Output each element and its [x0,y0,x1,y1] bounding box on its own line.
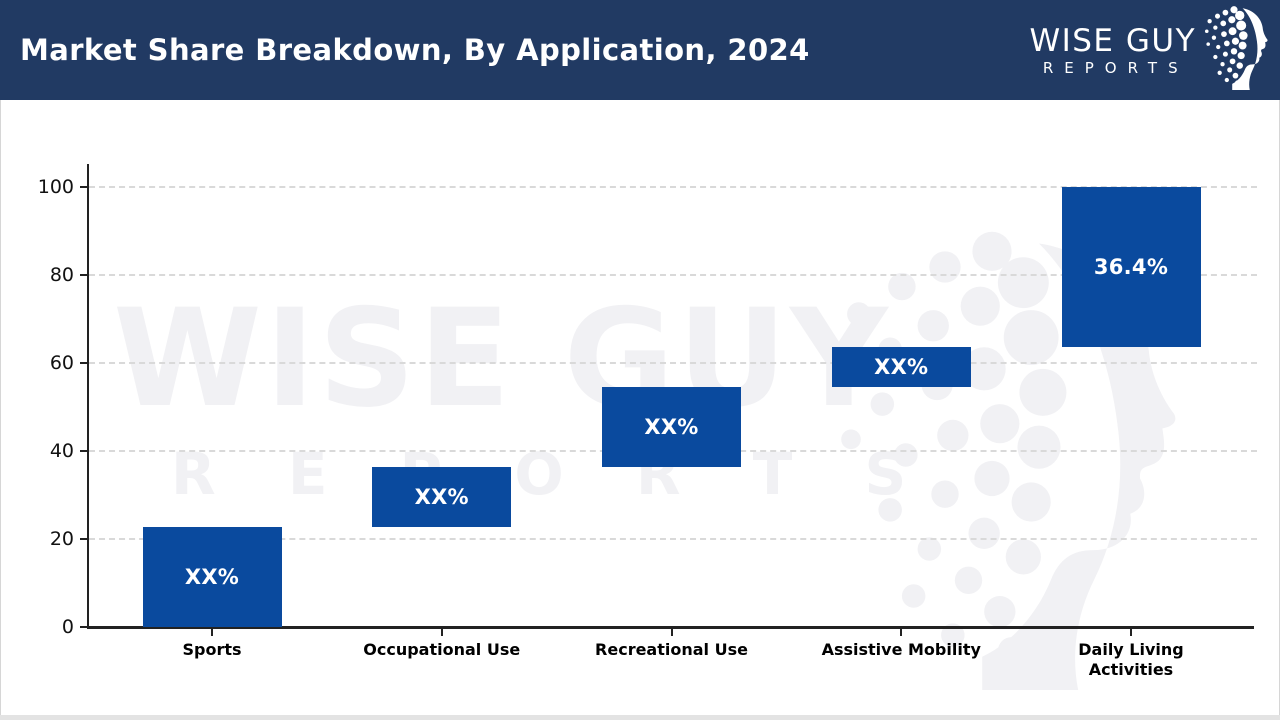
bar-recreational-use: XX% [602,387,741,467]
y-tick-label: 0 [61,616,74,638]
grid-line [89,274,1257,276]
x-category-label-line: Sports [182,640,242,659]
bar-daily-living-activities: 36.4% [1061,187,1201,348]
y-tick-label: 60 [49,352,74,374]
bar-assistive-mobility: XX% [831,347,971,388]
logo-text: WISE GUY REPORTS [1029,24,1196,77]
y-tick-mark [80,274,89,276]
x-tick-mark [670,628,673,636]
y-tick-mark [80,450,89,452]
head-profile-icon [1204,6,1268,90]
grid-line [89,186,1257,188]
x-category-label-line: Assistive Mobility [821,640,981,659]
x-tick-mark [1130,628,1132,636]
bar-occupational-use: XX% [372,466,512,528]
x-category-label: Recreational Use [552,640,792,660]
grid-line [89,362,1257,364]
footer-strip [0,715,1280,720]
x-axis-line [87,626,1254,629]
wise-guy-reports-logo: WISE GUY REPORTS [1029,4,1270,90]
x-tick-mark [440,628,443,636]
page-title: Market Share Breakdown, By Application, … [20,33,810,67]
grid-line [89,538,1257,540]
header: Market Share Breakdown, By Application, … [0,0,1280,100]
bar-label: 36.4% [1093,255,1169,280]
chart-area: WISE GUY R E P O R T S 0 20 40 60 80 100 XX% Sp… [0,100,1280,715]
x-category-label: Sports [92,640,332,660]
x-category-label-line: Occupational Use [363,640,521,659]
x-category-label-line: Activities [1088,660,1174,679]
y-tick-mark [80,186,89,188]
y-tick-mark [80,538,89,540]
y-tick-label: 20 [49,528,74,550]
x-category-label: Daily Living Activities [1011,640,1251,680]
y-tick-label: 80 [49,264,74,286]
y-axis-line [87,164,89,629]
bar-label: XX% [874,355,929,380]
bar-sports: XX% [142,527,282,627]
x-category-label: Occupational Use [322,640,562,660]
bar-label: XX% [184,565,240,590]
bar-label: XX% [414,484,469,509]
x-tick-mark [211,628,213,636]
y-tick-label: 100 [37,176,74,198]
logo-subtitle: REPORTS [1042,58,1189,77]
x-category-label-line: Recreational Use [595,640,748,659]
bar-label: XX% [644,415,699,439]
x-category-label-line: Daily Living [1078,640,1184,659]
y-tick-label: 40 [49,440,74,462]
x-category-label: Assistive Mobility [781,640,1021,660]
x-tick-mark [900,628,903,636]
y-tick-mark [80,626,89,628]
logo-wordmark: WISE GUY [1029,22,1196,59]
y-tick-mark [80,362,89,364]
